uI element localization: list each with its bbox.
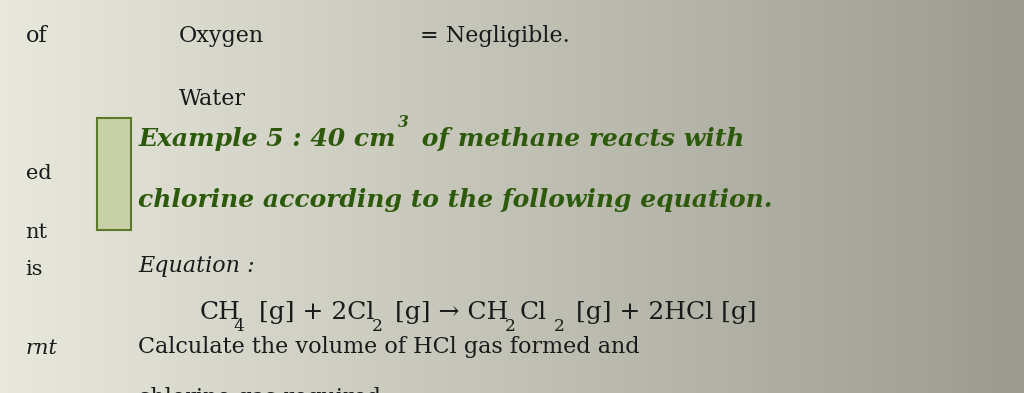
- Text: chlorine gas required.: chlorine gas required.: [138, 387, 388, 393]
- Text: Oxygen: Oxygen: [179, 25, 264, 47]
- Text: 2: 2: [505, 318, 516, 335]
- Text: = Negligible.: = Negligible.: [420, 25, 569, 47]
- Text: is: is: [26, 260, 43, 279]
- Text: rnt: rnt: [26, 339, 57, 358]
- Text: [g] → CH: [g] → CH: [387, 301, 509, 324]
- Text: of methane reacts with: of methane reacts with: [413, 127, 744, 151]
- Text: chlorine according to the following equation.: chlorine according to the following equa…: [138, 188, 773, 212]
- Text: 3: 3: [398, 114, 409, 131]
- Text: nt: nt: [26, 223, 48, 242]
- Text: Water: Water: [179, 88, 246, 110]
- Text: Example 5 : 40 cm: Example 5 : 40 cm: [138, 127, 396, 151]
- Text: ed: ed: [26, 164, 51, 183]
- Text: of: of: [26, 25, 47, 47]
- FancyBboxPatch shape: [97, 118, 131, 230]
- Text: 4: 4: [233, 318, 245, 335]
- Text: [g] + 2Cl: [g] + 2Cl: [251, 301, 374, 324]
- Text: 2: 2: [554, 318, 565, 335]
- Text: 2: 2: [372, 318, 383, 335]
- Text: Cl: Cl: [519, 301, 546, 324]
- Text: [g] + 2HCl [g]: [g] + 2HCl [g]: [568, 301, 757, 324]
- Text: CH: CH: [200, 301, 241, 324]
- Text: Equation :: Equation :: [138, 255, 255, 277]
- Text: Calculate the volume of HCl gas formed and: Calculate the volume of HCl gas formed a…: [138, 336, 640, 358]
